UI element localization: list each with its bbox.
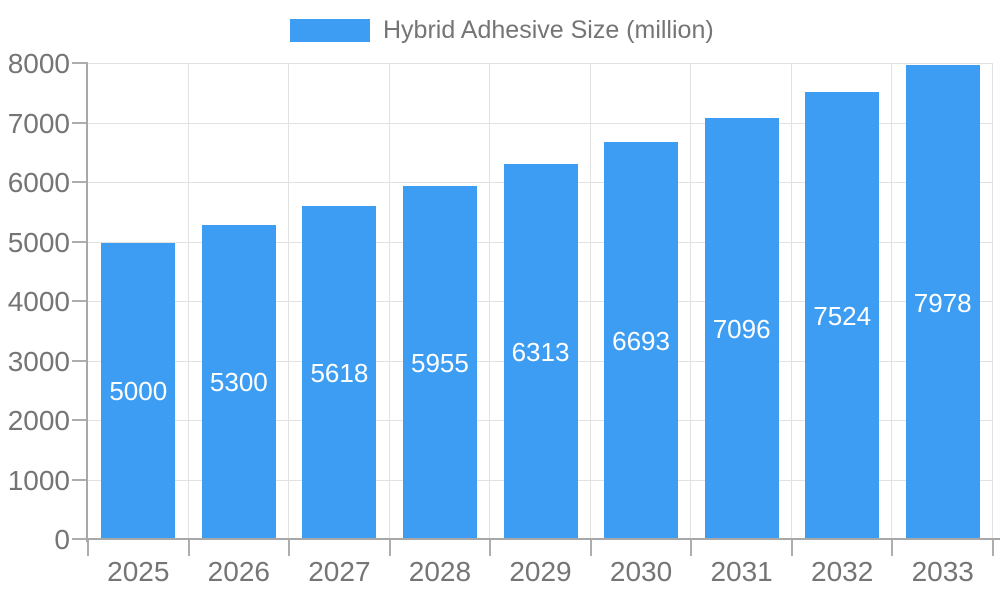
bar[interactable] xyxy=(704,117,779,540)
y-axis-label: 7000 xyxy=(7,107,70,139)
v-gridline xyxy=(288,64,290,556)
y-axis-tick xyxy=(72,478,88,481)
y-axis-tick xyxy=(72,240,88,243)
v-gridline xyxy=(690,64,692,556)
x-axis-tick xyxy=(288,540,291,556)
bar[interactable] xyxy=(604,141,679,540)
bar[interactable] xyxy=(402,185,477,540)
x-axis-tick xyxy=(87,540,89,556)
bar[interactable] xyxy=(805,92,880,540)
y-axis-tick xyxy=(72,538,88,540)
y-axis-label: 4000 xyxy=(7,286,70,317)
h-gridline xyxy=(88,63,993,64)
v-gridline xyxy=(790,64,792,556)
y-axis-tick xyxy=(72,300,88,302)
bar[interactable] xyxy=(503,164,578,540)
y-axis-label: 0 xyxy=(54,524,70,555)
y-axis-tick xyxy=(72,181,88,183)
v-gridline xyxy=(992,64,993,556)
bar[interactable] xyxy=(101,242,176,540)
legend-label: Hybrid Adhesive Size (million) xyxy=(383,16,714,44)
x-axis-label: 2031 xyxy=(710,556,773,587)
x-axis-tick xyxy=(790,540,793,556)
x-axis-tick xyxy=(489,540,492,556)
x-axis-label: 2029 xyxy=(509,556,572,587)
x-axis-tick xyxy=(891,540,894,556)
x-axis-line xyxy=(86,538,1000,540)
x-axis-tick xyxy=(388,540,391,556)
y-axis-tick xyxy=(72,359,88,362)
v-gridline xyxy=(589,64,591,556)
x-axis-tick xyxy=(187,540,190,556)
bar-value-label: 7524 xyxy=(813,301,872,332)
x-axis-tick xyxy=(589,540,592,556)
legend[interactable]: Hybrid Adhesive Size (million) xyxy=(290,17,714,44)
bar-value-label: 6693 xyxy=(612,325,670,356)
x-axis-tick xyxy=(992,540,994,556)
y-axis-label: 2000 xyxy=(7,405,70,436)
v-gridline xyxy=(489,64,491,556)
bar-value-label: 7096 xyxy=(712,313,771,344)
y-axis-tick xyxy=(72,419,88,421)
x-axis-label: 2028 xyxy=(408,556,472,587)
x-axis-label: 2027 xyxy=(308,556,371,587)
y-axis-tick xyxy=(72,62,88,64)
y-axis-label: 3000 xyxy=(7,345,70,377)
v-gridline xyxy=(891,64,893,556)
x-axis-label: 2030 xyxy=(609,556,673,587)
bar-value-label: 5300 xyxy=(209,367,268,398)
legend-swatch xyxy=(290,19,370,42)
x-axis-label: 2025 xyxy=(107,556,170,587)
y-axis-label: 1000 xyxy=(7,464,70,496)
y-axis-label: 6000 xyxy=(7,167,70,198)
bar-value-label: 6313 xyxy=(511,337,570,368)
bar-value-label: 5000 xyxy=(109,376,168,407)
x-axis-tick xyxy=(690,540,693,556)
bar-value-label: 5955 xyxy=(411,347,469,378)
x-axis-label: 2032 xyxy=(811,556,874,587)
v-gridline xyxy=(187,64,189,556)
x-axis-label: 2033 xyxy=(911,556,974,587)
v-gridline xyxy=(388,64,390,556)
bar[interactable] xyxy=(201,224,276,540)
bar-value-label: 7978 xyxy=(913,287,972,318)
y-axis-label: 8000 xyxy=(7,48,70,79)
bar[interactable] xyxy=(905,65,980,540)
x-axis-label: 2026 xyxy=(207,556,270,587)
y-axis-tick xyxy=(72,121,88,124)
bar-value-label: 5618 xyxy=(310,357,369,388)
y-axis-line xyxy=(86,64,88,542)
h-gridline xyxy=(88,122,993,124)
y-axis-label: 5000 xyxy=(7,226,70,258)
bar[interactable] xyxy=(302,205,377,540)
